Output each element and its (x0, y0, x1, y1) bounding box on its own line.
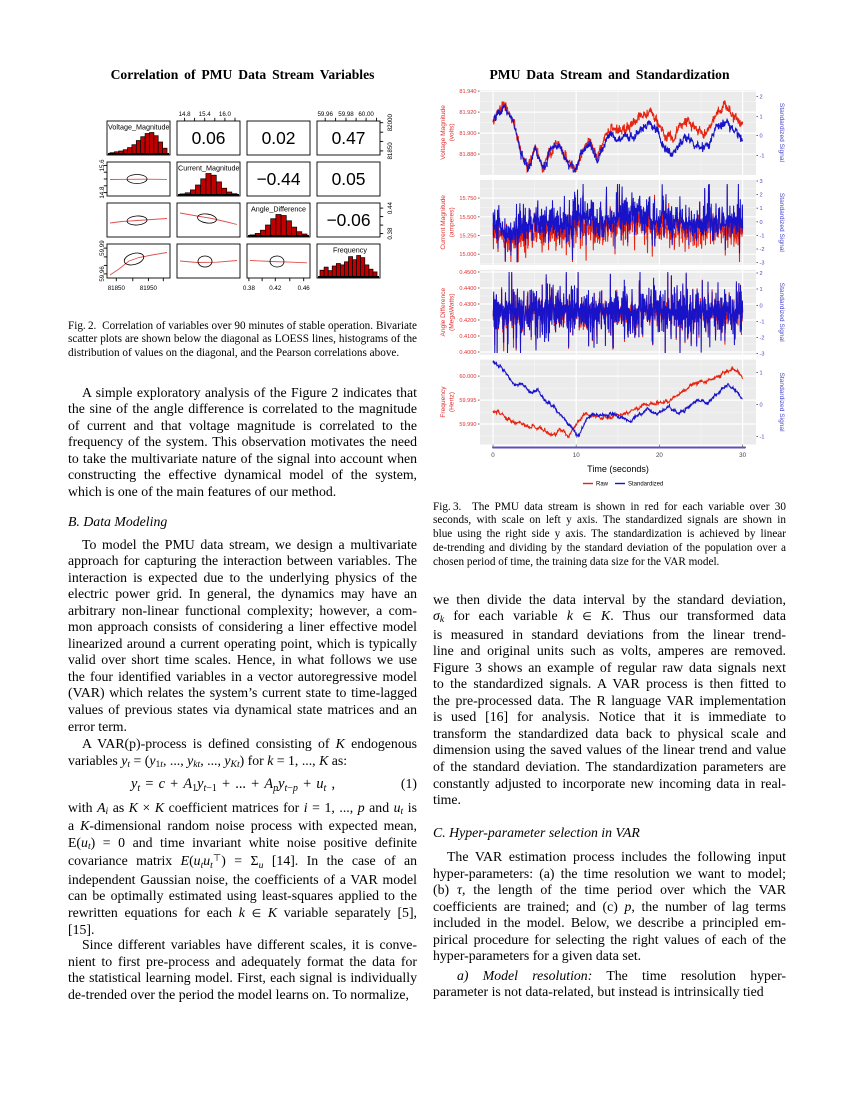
svg-text:59.96: 59.96 (99, 266, 106, 282)
svg-text:Current Magnitude: Current Magnitude (440, 195, 447, 250)
svg-text:Angle Difference: Angle Difference (440, 288, 447, 337)
svg-text:−0.06: −0.06 (326, 210, 370, 230)
svg-text:-3: -3 (760, 261, 765, 267)
svg-text:81950: 81950 (140, 285, 158, 292)
svg-text:15.6: 15.6 (99, 159, 106, 172)
svg-text:0.42: 0.42 (269, 285, 282, 292)
svg-text:82000: 82000 (387, 114, 394, 132)
svg-text:0.4400: 0.4400 (459, 286, 476, 292)
svg-text:-1: -1 (760, 435, 765, 441)
svg-text:0.4300: 0.4300 (459, 302, 476, 308)
svg-text:-2: -2 (760, 247, 765, 253)
svg-text:Standardized Signal: Standardized Signal (778, 103, 785, 163)
svg-text:15.250: 15.250 (459, 234, 476, 240)
svg-text:Standardized Signal: Standardized Signal (778, 283, 785, 343)
svg-text:14.8: 14.8 (99, 186, 106, 199)
svg-text:0.4100: 0.4100 (459, 334, 476, 340)
svg-text:0: 0 (760, 403, 763, 409)
svg-text:15.4: 15.4 (199, 111, 212, 118)
svg-text:0: 0 (491, 452, 495, 459)
svg-text:Voltage Magnitude: Voltage Magnitude (440, 105, 447, 160)
svg-text:81.940: 81.940 (459, 89, 476, 95)
svg-text:-1: -1 (760, 320, 765, 326)
svg-text:59.990: 59.990 (459, 422, 476, 428)
svg-text:81.900: 81.900 (459, 131, 476, 137)
svg-text:Time (seconds): Time (seconds) (587, 464, 649, 474)
svg-text:Angle_Difference: Angle_Difference (251, 205, 306, 214)
svg-text:0.4000: 0.4000 (459, 350, 476, 356)
svg-text:(Hertz): (Hertz) (449, 392, 456, 412)
svg-text:2: 2 (760, 193, 763, 199)
svg-text:(volts): (volts) (449, 123, 456, 141)
svg-text:0.4500: 0.4500 (459, 270, 476, 276)
svg-text:-1: -1 (760, 154, 765, 160)
svg-text:1: 1 (760, 287, 763, 293)
svg-text:0: 0 (760, 220, 763, 226)
svg-text:-3: -3 (760, 352, 765, 358)
svg-text:0: 0 (760, 304, 763, 310)
svg-text:(amperes): (amperes) (449, 207, 456, 237)
svg-text:10: 10 (573, 452, 580, 459)
svg-text:59.99: 59.99 (99, 240, 106, 256)
svg-text:2: 2 (760, 271, 763, 277)
svg-text:16.0: 16.0 (219, 111, 232, 118)
svg-text:0.44: 0.44 (387, 202, 394, 215)
svg-text:81.880: 81.880 (459, 152, 476, 158)
svg-text:-1: -1 (760, 233, 765, 239)
svg-text:1: 1 (760, 114, 763, 120)
svg-text:20: 20 (656, 452, 663, 459)
svg-text:-2: -2 (760, 336, 765, 342)
svg-text:15.000: 15.000 (459, 252, 476, 258)
svg-text:Voltage_Magnitude: Voltage_Magnitude (108, 123, 170, 132)
svg-text:1: 1 (760, 206, 763, 212)
svg-text:59.98: 59.98 (338, 111, 354, 118)
svg-text:60.000: 60.000 (459, 374, 476, 380)
svg-text:Frequency: Frequency (333, 246, 367, 255)
svg-text:Frequency: Frequency (440, 386, 447, 418)
svg-text:Standardized Signal: Standardized Signal (778, 193, 785, 253)
svg-text:Standardized Signal: Standardized Signal (778, 373, 785, 433)
svg-text:81.920: 81.920 (459, 110, 476, 116)
svg-text:81850: 81850 (108, 285, 126, 292)
svg-text:2: 2 (760, 94, 763, 100)
svg-text:0.4200: 0.4200 (459, 318, 476, 324)
svg-text:Raw: Raw (596, 482, 609, 488)
svg-text:Standardized: Standardized (628, 482, 663, 488)
svg-text:0.38: 0.38 (387, 227, 394, 240)
svg-text:14.8: 14.8 (179, 111, 192, 118)
svg-text:81850: 81850 (387, 142, 394, 160)
svg-text:1: 1 (760, 371, 763, 377)
svg-text:30: 30 (739, 452, 746, 459)
svg-text:Current_Magnitude: Current_Magnitude (178, 164, 240, 173)
svg-text:15.500: 15.500 (459, 215, 476, 221)
svg-text:0.47: 0.47 (332, 128, 366, 148)
svg-text:0.46: 0.46 (298, 285, 311, 292)
svg-text:0.02: 0.02 (262, 128, 296, 148)
svg-text:59.96: 59.96 (317, 111, 333, 118)
svg-text:0.06: 0.06 (192, 128, 226, 148)
svg-text:−0.44: −0.44 (256, 169, 300, 189)
svg-text:3: 3 (760, 179, 763, 185)
svg-text:0.05: 0.05 (332, 169, 366, 189)
svg-text:0: 0 (760, 134, 763, 140)
svg-text:0.38: 0.38 (243, 285, 256, 292)
svg-text:(MegaWatts): (MegaWatts) (449, 293, 456, 331)
svg-text:60.00: 60.00 (358, 111, 374, 118)
svg-text:15.750: 15.750 (459, 196, 476, 202)
svg-text:59.995: 59.995 (459, 398, 476, 404)
